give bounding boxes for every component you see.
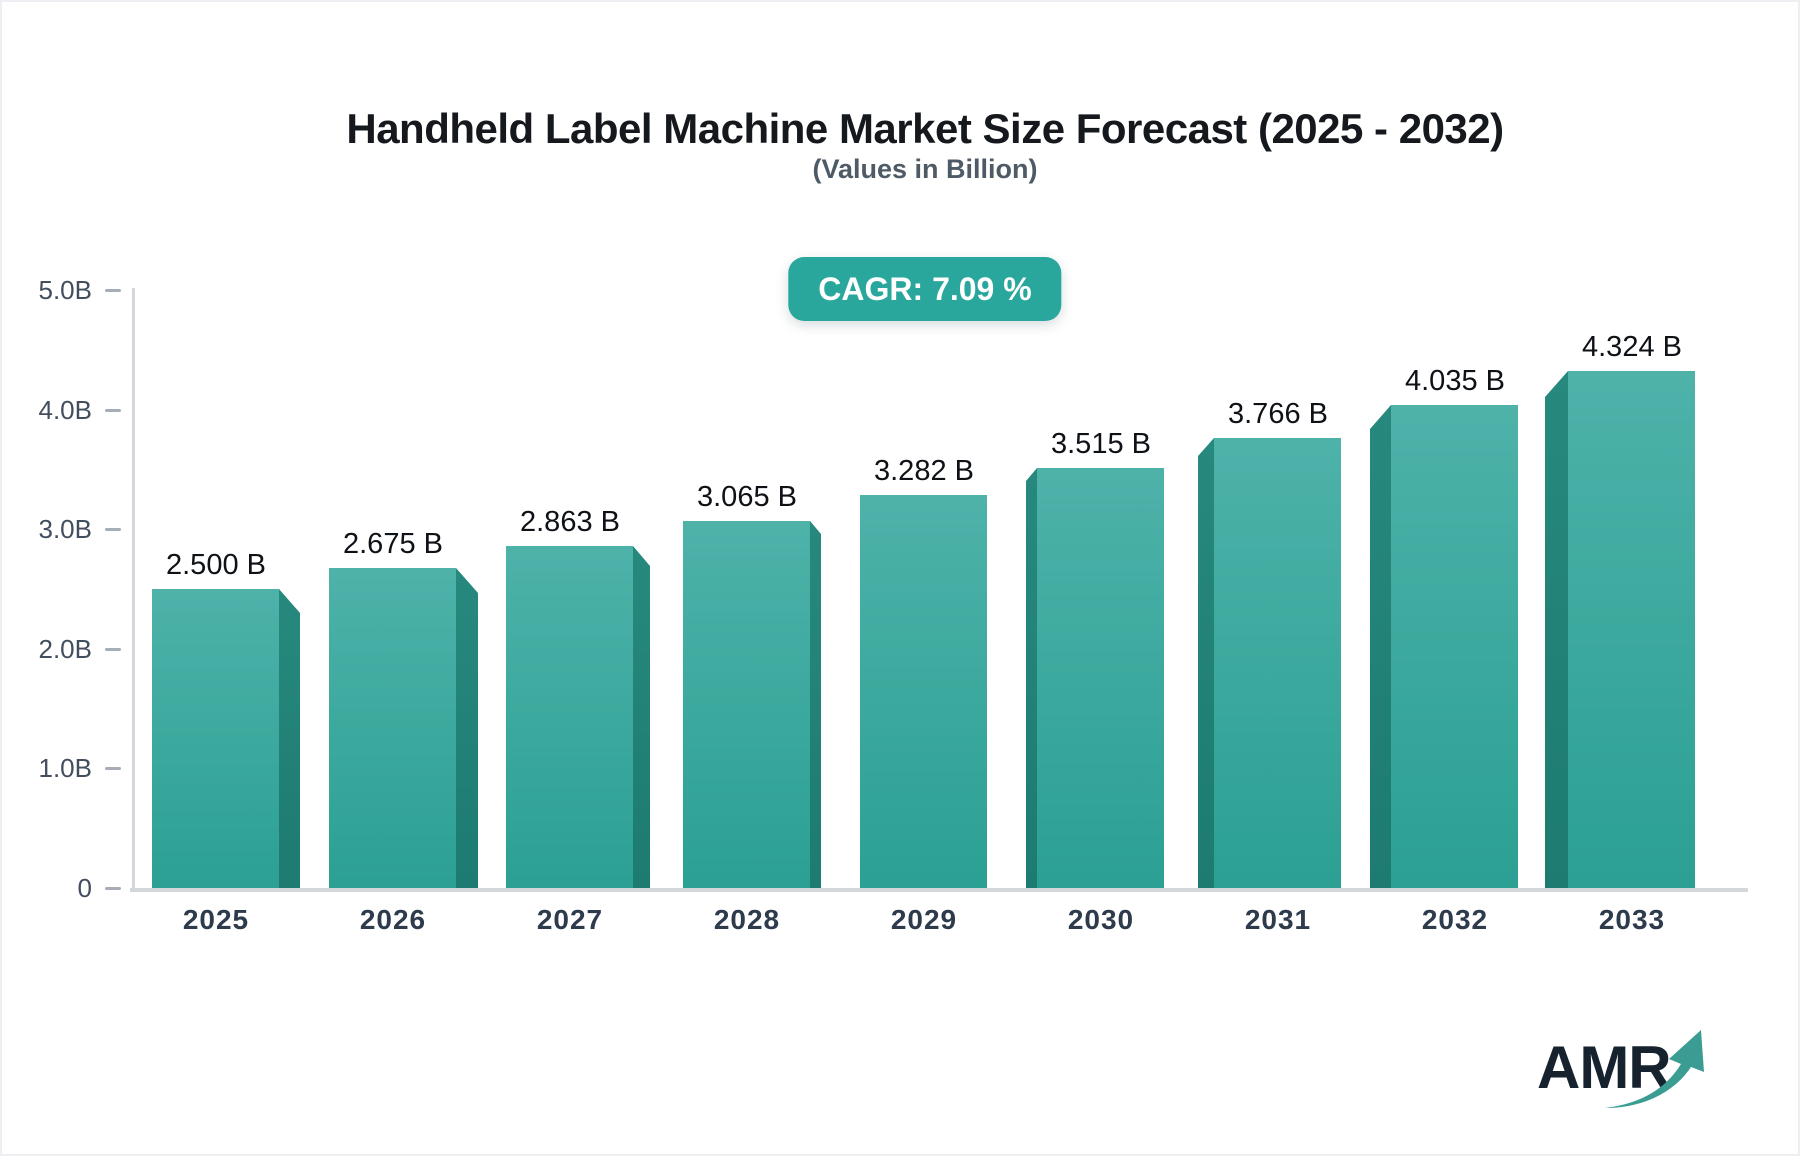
chart-subtitle: (Values in Billion): [812, 154, 1038, 184]
bar-value-label: 2.500 B: [166, 549, 266, 581]
amr-logo-text: AMR: [1537, 1034, 1672, 1101]
bar-side-face-2031: [1198, 438, 1214, 888]
bar-side-face-2025: [279, 589, 300, 888]
x-tick-label: 2028: [713, 904, 781, 935]
x-tick-label: 2027: [536, 904, 604, 935]
bar-value-label: 3.065 B: [697, 481, 797, 513]
bar-side-face-2032: [1370, 405, 1391, 888]
y-tick-label: 1.0B: [38, 753, 93, 783]
bar-2027: [506, 546, 633, 888]
bar-value-label: 4.324 B: [1582, 331, 1682, 363]
y-tick-label: 5.0B: [38, 275, 93, 305]
x-tick-label: 2033: [1598, 904, 1666, 935]
bar-value-label: 3.766 B: [1228, 398, 1328, 430]
bar-2030: [1037, 468, 1164, 888]
y-axis-line: [132, 288, 135, 890]
bar-2029: [860, 495, 987, 888]
bar-side-face-2030: [1026, 468, 1037, 888]
bar-value-label: 3.282 B: [874, 455, 974, 487]
bar-value-label: 2.863 B: [520, 506, 620, 538]
y-tick-dash: [105, 289, 121, 292]
bar-2031: [1214, 438, 1341, 888]
y-tick-dash: [105, 528, 121, 531]
growth-arrow-icon: [1601, 1022, 1713, 1119]
bar-2028: [683, 521, 810, 888]
bar-side-face-2027: [633, 546, 650, 888]
y-tick-label: 0: [77, 873, 92, 903]
y-tick-label: 3.0B: [38, 514, 93, 544]
y-tick-label: 2.0B: [38, 634, 93, 664]
y-tick-dash: [105, 409, 121, 412]
bar-value-label: 4.035 B: [1405, 365, 1505, 397]
x-tick-label: 2029: [890, 904, 958, 935]
y-tick-label: 4.0B: [38, 395, 93, 425]
cagr-badge: CAGR: 7.09 %: [788, 257, 1062, 321]
x-tick-label: 2032: [1421, 904, 1489, 935]
x-tick-label: 2030: [1067, 904, 1135, 935]
bar-2025: [152, 589, 279, 888]
chart-title: Handheld Label Machine Market Size Forec…: [346, 105, 1504, 152]
bar-value-label: 2.675 B: [343, 528, 443, 560]
x-axis-line: [130, 888, 1748, 892]
bar-side-face-2028: [810, 521, 821, 888]
bar-side-face-2033: [1545, 371, 1568, 888]
y-tick-dash: [105, 767, 121, 770]
x-tick-label: 2031: [1244, 904, 1312, 935]
x-tick-label: 2026: [359, 904, 427, 935]
bar-2026: [329, 568, 456, 888]
bar-2032: [1391, 405, 1518, 888]
x-tick-label: 2025: [182, 904, 250, 935]
bar-2033: [1568, 371, 1695, 888]
bar-side-face-2026: [456, 568, 478, 888]
bar-value-label: 3.515 B: [1051, 428, 1151, 460]
y-tick-dash: [105, 887, 121, 890]
amr-logo: AMR: [1537, 1030, 1717, 1128]
y-tick-dash: [105, 648, 121, 651]
